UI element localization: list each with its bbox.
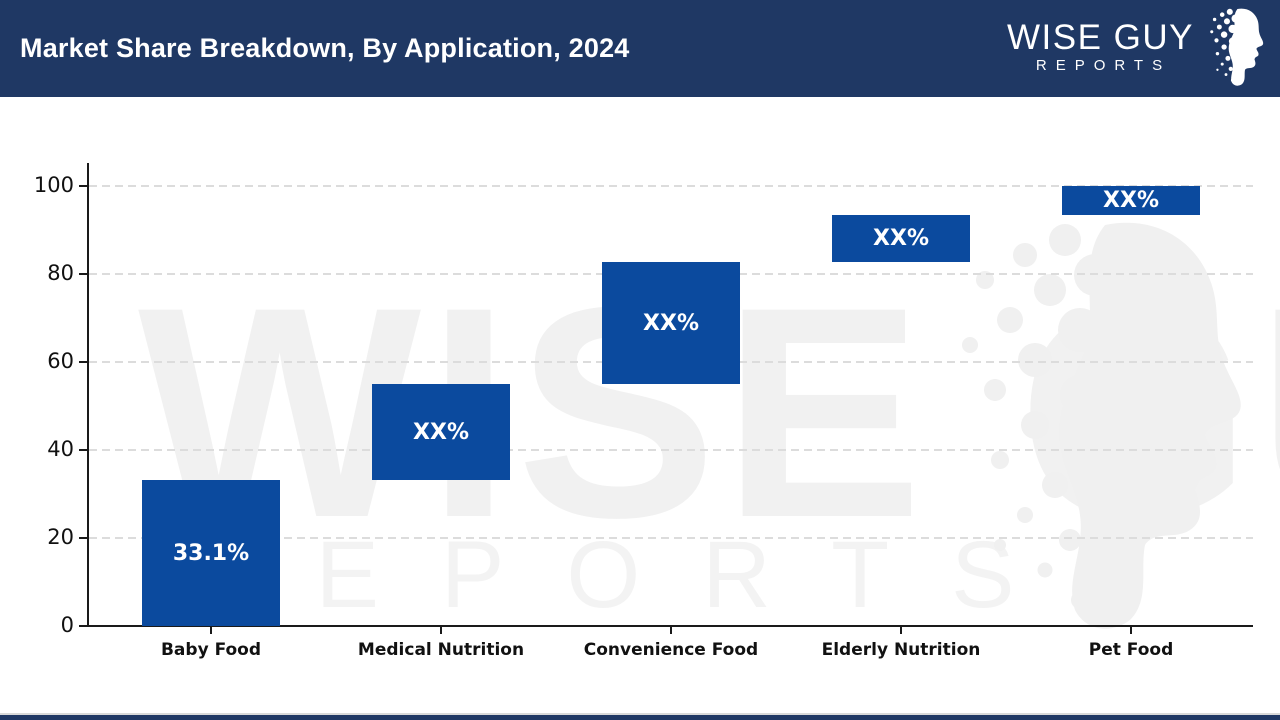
gridline-20 (89, 537, 1253, 539)
x-tick-2 (670, 627, 672, 634)
y-tick-label-0: 0 (60, 613, 74, 637)
y-tick-100 (79, 185, 87, 187)
y-tick-label-40: 40 (47, 437, 74, 461)
bar-segment: 33.1% (142, 480, 280, 626)
header-banner: Market Share Breakdown, By Application, … (0, 0, 1280, 97)
logo-wordmark-line1: WISE GUY (1006, 17, 1194, 57)
bar-value-label: XX% (1103, 188, 1159, 214)
y-tick-80 (79, 273, 87, 275)
dotted-head-icon (1210, 8, 1264, 86)
x-category-label: Elderly Nutrition (821, 640, 981, 660)
y-tick-0 (79, 625, 87, 627)
logo-wordmark: WISE GUY REPORTS (1006, 17, 1194, 75)
footer-accent-bar (0, 715, 1280, 720)
watermark-dotted-head (962, 222, 1241, 629)
bar-value-label: XX% (413, 419, 469, 445)
gridline-40 (89, 449, 1253, 451)
y-tick-label-20: 20 (47, 525, 74, 549)
gridline-100 (89, 185, 1253, 187)
bar-value-label: XX% (873, 226, 929, 252)
wise-guy-reports-logo: WISE GUY REPORTS (1007, 4, 1264, 90)
x-category-label: Baby Food (160, 640, 262, 660)
bar-segment: XX% (372, 384, 510, 481)
bar-segment: XX% (1062, 186, 1200, 216)
x-tick-4 (1130, 627, 1132, 634)
x-category-label: Medical Nutrition (357, 640, 525, 660)
y-tick-label-60: 60 (47, 349, 74, 373)
y-tick-label-80: 80 (47, 261, 74, 285)
bar-value-label: XX% (643, 310, 699, 336)
bar-value-label: 33.1% (172, 540, 250, 566)
x-category-label: Convenience Food (583, 640, 759, 660)
logo-wordmark-line2: REPORTS (1035, 57, 1172, 75)
x-tick-0 (210, 627, 212, 634)
chart-title: Market Share Breakdown, By Application, … (20, 33, 630, 63)
y-tick-20 (79, 537, 87, 539)
x-tick-1 (440, 627, 442, 634)
x-category-label: Pet Food (1088, 640, 1174, 660)
bar-segment: XX% (602, 262, 740, 384)
x-tick-3 (900, 627, 902, 634)
y-tick-60 (79, 361, 87, 363)
x-axis-line (87, 625, 1253, 627)
bar-segment: XX% (832, 215, 970, 263)
y-tick-40 (79, 449, 87, 451)
y-tick-label-100: 100 (33, 173, 74, 197)
y-axis-line (87, 163, 89, 627)
watermark-reports-text: REPORTS (185, 522, 1077, 628)
footer-divider-line (0, 713, 1280, 715)
